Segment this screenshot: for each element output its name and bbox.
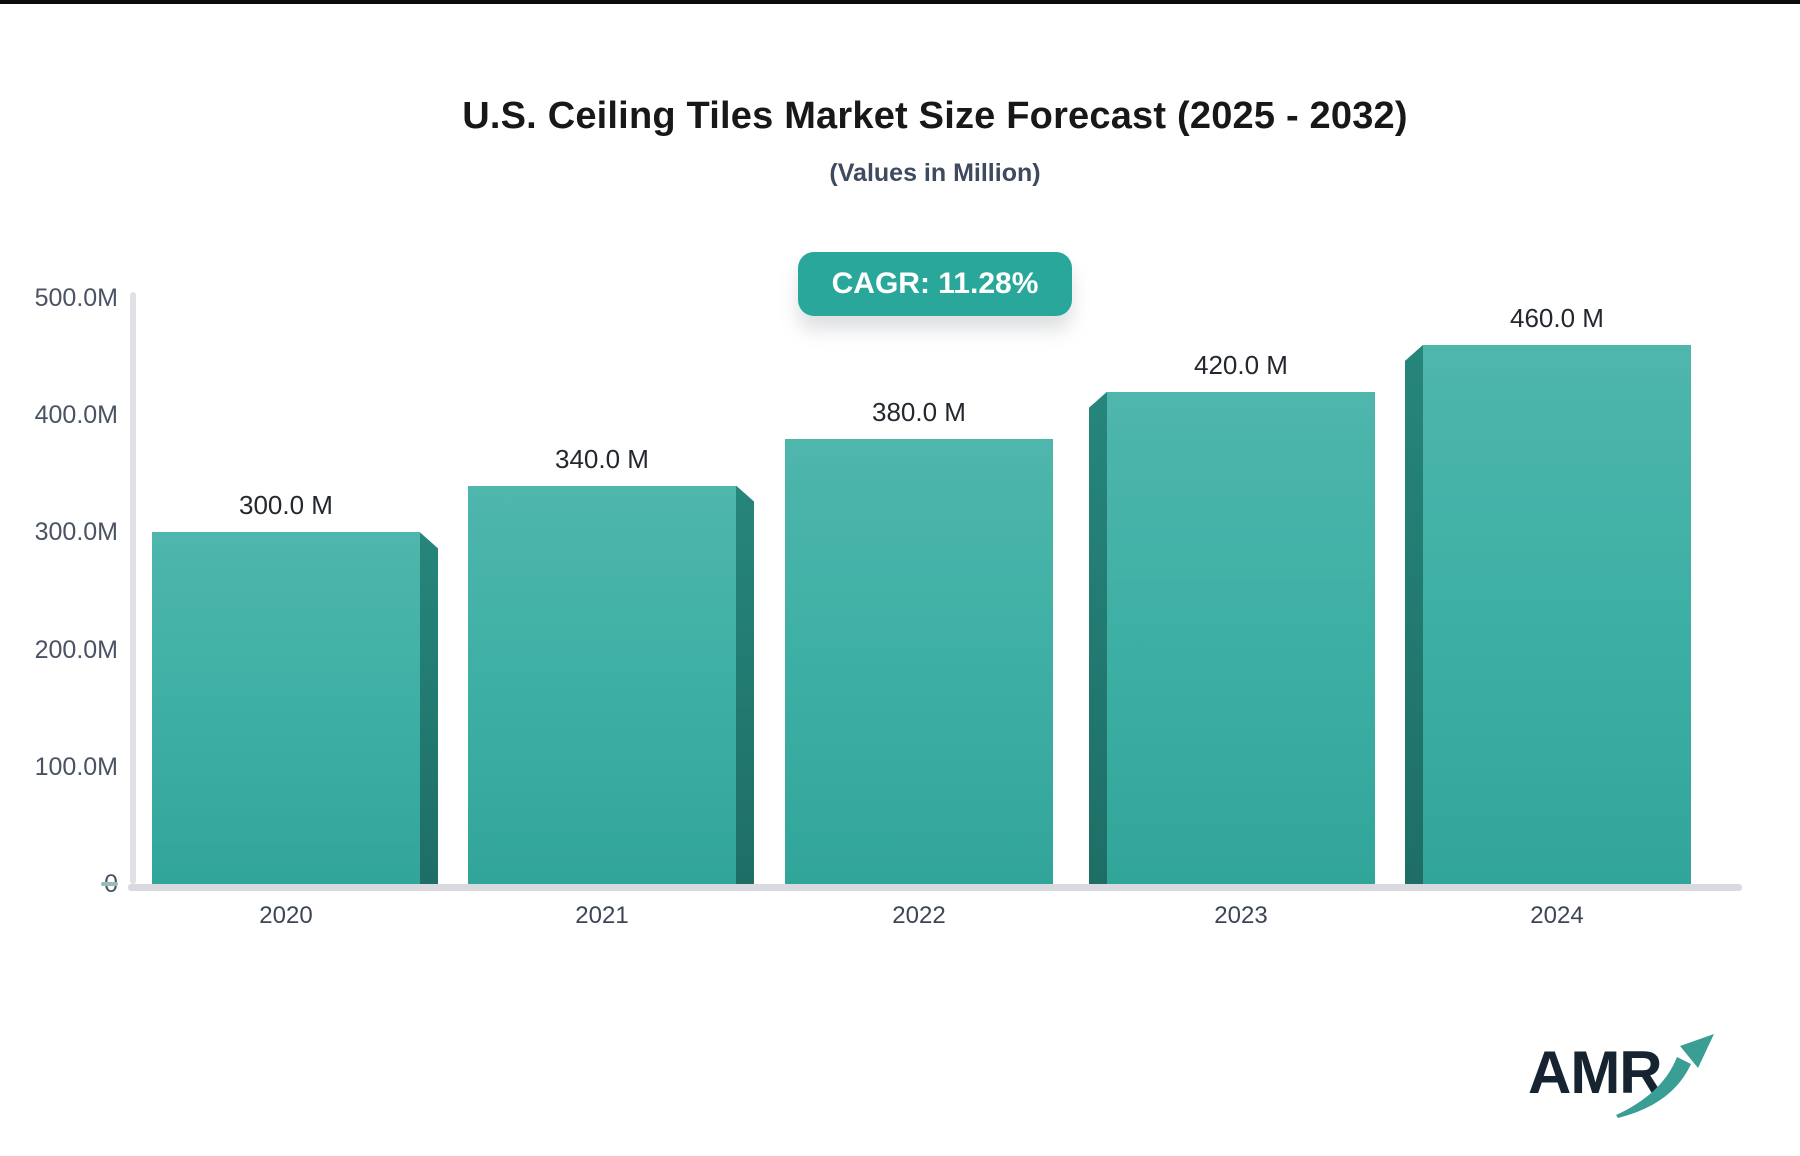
- top-border: [0, 0, 1800, 4]
- cagr-badge: CAGR: 11.28%: [797, 252, 1073, 316]
- x-axis-label: 2024: [1530, 902, 1584, 929]
- amr-logo: AMR: [1528, 1030, 1718, 1130]
- cagr-badge-row: CAGR: 11.28%: [128, 252, 1742, 316]
- x-axis-label: 2022: [892, 902, 946, 929]
- bar-side-face: [420, 532, 438, 884]
- bar-side-face: [1405, 344, 1423, 884]
- bar-value-label: 460.0 M: [1510, 302, 1604, 333]
- bar-value-label: 380.0 M: [872, 396, 966, 427]
- zero-tick-mark: [101, 882, 118, 886]
- bar-value-label: 300.0 M: [239, 490, 333, 521]
- growth-arrow-icon: [1616, 1034, 1714, 1118]
- x-axis-label: 2020: [259, 902, 313, 929]
- bar-2022[interactable]: [785, 438, 1053, 884]
- bar-2021[interactable]: [468, 485, 736, 884]
- bar-value-label: 340.0 M: [555, 443, 649, 474]
- x-axis-baseline: [128, 884, 1742, 891]
- y-axis-label: 200.0M: [34, 635, 118, 664]
- bar-2023[interactable]: [1107, 391, 1375, 884]
- y-axis-label: 400.0M: [34, 401, 118, 430]
- x-axis-label: 2023: [1214, 902, 1268, 929]
- bar-value-label: 420.0 M: [1194, 349, 1288, 380]
- y-axis-label: 500.0M: [34, 284, 118, 312]
- y-axis-line: [130, 292, 136, 884]
- bar-2024[interactable]: [1423, 344, 1691, 884]
- y-axis-label: 100.0M: [34, 752, 118, 781]
- bar-2020[interactable]: [152, 532, 420, 884]
- y-axis-label: 300.0M: [34, 518, 118, 547]
- chart-title: U.S. Ceiling Tiles Market Size Forecast …: [462, 95, 1408, 137]
- x-axis-label: 2021: [575, 902, 629, 929]
- chart-subtitle: (Values in Million): [829, 159, 1041, 187]
- bar-side-face: [736, 485, 754, 884]
- bar-side-face: [1089, 391, 1107, 884]
- amr-logo-text: AMR: [1528, 1039, 1663, 1106]
